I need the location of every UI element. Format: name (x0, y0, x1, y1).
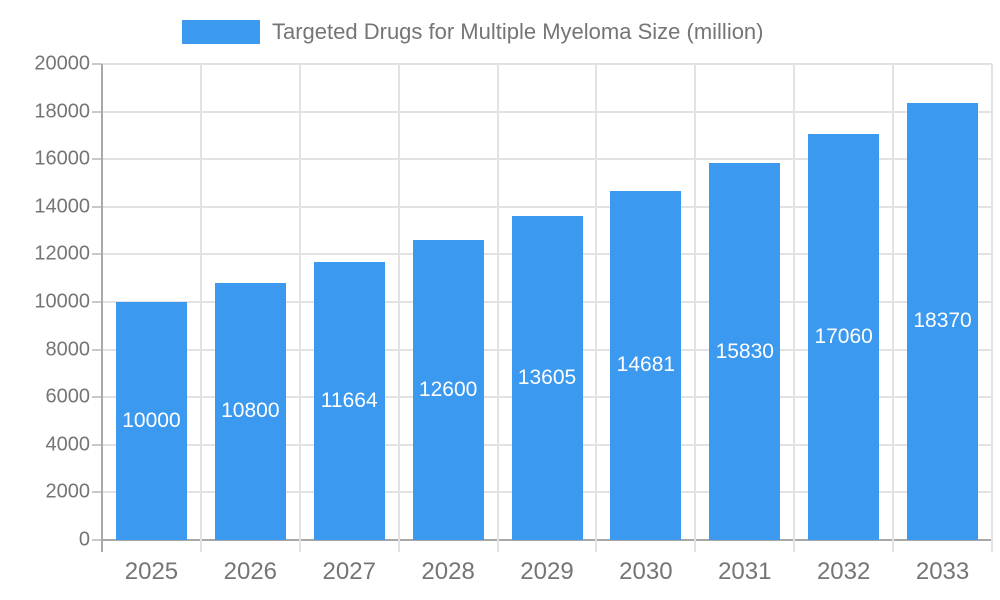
bar-value-label: 18370 (913, 309, 972, 333)
x-gridline (991, 64, 993, 552)
bar[interactable]: 11664 (313, 262, 385, 540)
y-axis-line (101, 64, 103, 552)
x-gridline (397, 64, 400, 552)
y-tick-mark (92, 348, 102, 351)
y-axis-tick-label: 14000 (34, 195, 90, 218)
y-tick-mark (92, 253, 102, 256)
bar[interactable]: 10000 (115, 302, 187, 540)
y-axis-tick-label: 4000 (45, 433, 91, 456)
y-axis-tick-label: 12000 (34, 242, 90, 265)
bar[interactable]: 13605 (511, 216, 583, 540)
y-tick-mark (92, 158, 102, 161)
bar-value-label: 10800 (221, 399, 280, 423)
x-gridline (496, 64, 499, 552)
y-gridline (102, 205, 992, 208)
bar-value-label: 17060 (814, 324, 873, 348)
bar[interactable]: 12600 (412, 240, 484, 540)
y-axis-tick-label: 0 (78, 528, 90, 551)
y-tick-mark (92, 301, 102, 303)
x-gridline (298, 64, 301, 552)
y-gridline (102, 158, 992, 161)
bar[interactable]: 10800 (214, 282, 286, 540)
y-tick-mark (92, 205, 102, 208)
x-axis-tick-label: 2026 (223, 558, 278, 585)
bar[interactable]: 14681 (610, 190, 682, 540)
y-tick-mark (92, 491, 102, 494)
y-tick-mark (92, 539, 102, 541)
y-tick-mark (92, 396, 102, 399)
x-gridline (892, 64, 895, 552)
x-axis-tick-label: 2025 (124, 558, 179, 585)
x-axis-tick-label: 2030 (619, 558, 673, 585)
x-gridline (199, 64, 202, 552)
x-axis-tick-label: 2027 (322, 558, 376, 585)
y-axis-tick-label: 6000 (45, 385, 91, 408)
y-axis-tick-label: 16000 (34, 147, 90, 170)
x-axis-tick-label: 2028 (421, 558, 475, 585)
x-gridline (595, 64, 598, 552)
x-gridline (793, 64, 796, 552)
bar-value-label: 15830 (715, 339, 774, 363)
bar[interactable]: 18370 (907, 102, 979, 540)
legend-label: Targeted Drugs for Multiple Myeloma Size… (272, 19, 764, 44)
y-tick-mark (92, 443, 102, 446)
y-axis-tick-label: 20000 (34, 52, 90, 75)
bar[interactable]: 17060 (808, 133, 880, 540)
bar-value-label: 12600 (418, 378, 478, 402)
bar-value-label: 13605 (517, 366, 577, 390)
y-axis-tick-label: 18000 (34, 100, 90, 123)
y-axis-tick-label: 8000 (45, 338, 91, 361)
y-tick-mark (92, 110, 102, 113)
y-axis-tick-label: 10000 (34, 290, 90, 313)
bar-value-label: 11664 (320, 389, 378, 413)
y-gridline (102, 63, 992, 65)
bar-value-label: 10000 (122, 409, 181, 432)
legend-swatch (182, 20, 260, 44)
x-gridline (694, 64, 697, 552)
y-tick-mark (92, 63, 102, 65)
x-axis-line (102, 539, 992, 541)
legend[interactable]: Targeted Drugs for Multiple Myeloma Size… (182, 18, 764, 46)
x-axis-tick-label: 2032 (816, 558, 871, 585)
y-gridline (102, 110, 992, 113)
bar[interactable]: 15830 (709, 163, 781, 540)
bar-value-label: 14681 (616, 353, 676, 377)
x-axis-tick-label: 2033 (915, 558, 970, 585)
x-axis-tick-label: 2031 (718, 558, 772, 585)
x-axis-tick-label: 2029 (520, 558, 574, 585)
y-axis-tick-label: 2000 (45, 480, 91, 503)
